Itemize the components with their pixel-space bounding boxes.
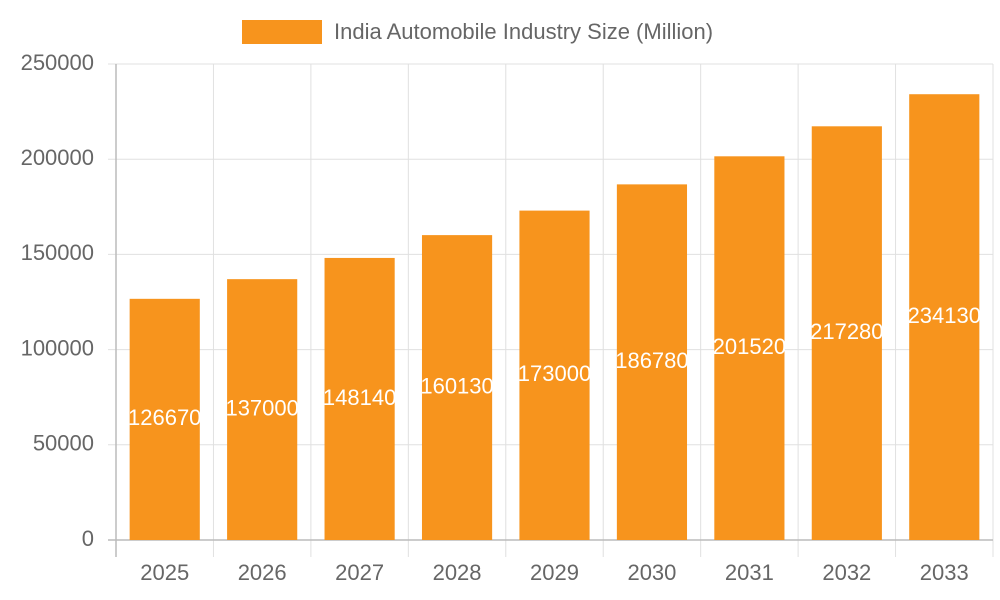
bar xyxy=(324,257,395,540)
data-label: 217280 xyxy=(810,319,883,344)
x-tick-label: 2026 xyxy=(238,560,287,585)
x-tick-label: 2033 xyxy=(920,560,969,585)
x-tick-label: 2028 xyxy=(433,560,482,585)
x-tick-label: 2029 xyxy=(530,560,579,585)
y-tick-label: 0 xyxy=(82,526,94,551)
x-tick-label: 2030 xyxy=(627,560,676,585)
data-label: 201520 xyxy=(713,334,786,359)
y-tick-label: 150000 xyxy=(21,240,94,265)
bar xyxy=(129,298,200,540)
data-label: 126670 xyxy=(128,405,201,430)
x-tick-label: 2025 xyxy=(140,560,189,585)
legend-swatch xyxy=(242,20,322,44)
x-tick-label: 2027 xyxy=(335,560,384,585)
data-label: 186780 xyxy=(615,348,688,373)
y-tick-label: 200000 xyxy=(21,145,94,170)
bar xyxy=(714,156,785,541)
data-label: 234130 xyxy=(908,303,981,328)
y-tick-label: 50000 xyxy=(33,431,94,456)
bar xyxy=(227,279,298,540)
x-tick-label: 2031 xyxy=(725,560,774,585)
legend-label: India Automobile Industry Size (Million) xyxy=(334,19,713,44)
data-label: 137000 xyxy=(225,395,298,420)
data-label: 148140 xyxy=(323,385,396,410)
data-label: 160130 xyxy=(420,373,493,398)
bar xyxy=(519,210,590,540)
bar xyxy=(811,126,882,540)
bar xyxy=(616,184,688,540)
bar xyxy=(421,235,493,540)
data-label: 173000 xyxy=(518,361,591,386)
y-tick-label: 250000 xyxy=(21,50,94,75)
y-tick-label: 100000 xyxy=(21,335,94,360)
bar xyxy=(909,94,980,540)
x-tick-label: 2032 xyxy=(822,560,871,585)
